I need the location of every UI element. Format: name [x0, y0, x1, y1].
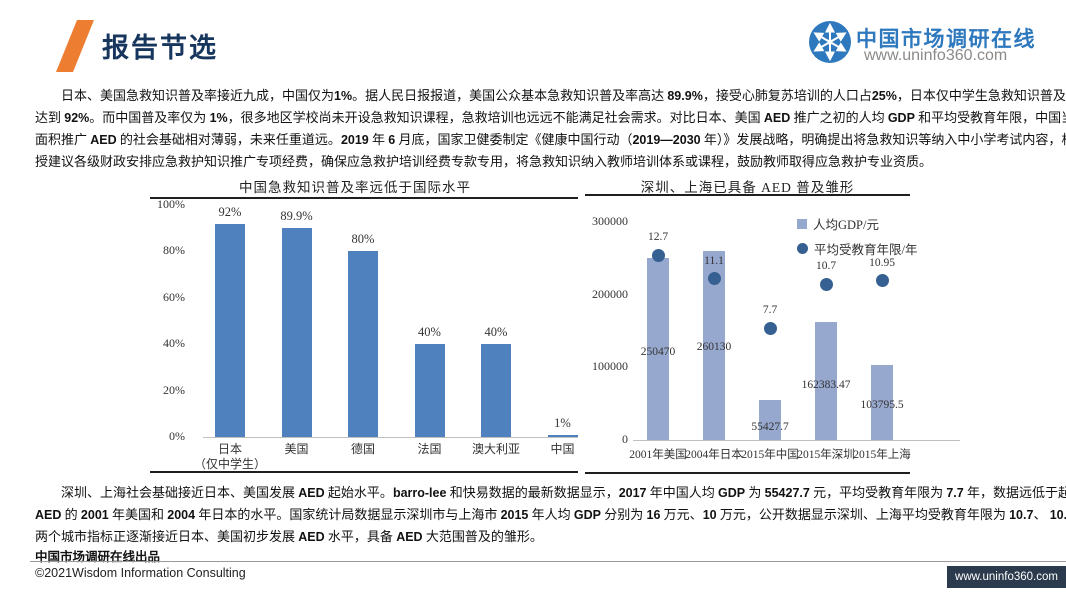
x-category-label: 2015年中国 — [741, 449, 799, 461]
scatter-dot-2004年日本 — [707, 272, 721, 286]
x-category-label: 澳大利亚 — [471, 442, 520, 456]
bar-value-label: 103795.5 — [860, 399, 904, 411]
page-title: 报告节选 — [102, 33, 218, 63]
analysis-paragraph: 深圳、上海社会基础接近日本、美国发展 AED 起始水平。barro-lee 和快… — [35, 482, 1066, 548]
bar-2015年中国 — [759, 399, 781, 440]
scatter-dot-2015年深圳 — [819, 277, 833, 291]
bar-2015年深圳 — [815, 322, 837, 440]
bar-法国 — [414, 344, 445, 437]
scatter-dot-2001年美国 — [651, 248, 665, 262]
chart-first-aid-awareness: 中国急救知识普及率远低于国际水平 100% 80% 60% 40% 20% 0% 92% 日本 … — [100, 178, 590, 478]
bar-value-label: 80% — [351, 232, 375, 247]
text-line: 面积推广 AED 的社会基础相对薄弱，未来任重道远。2019 年 6 月底，国家… — [35, 132, 1066, 147]
text-line: 达到 92%。而中国普及率仅为 1%，很多地区学校尚未开设急救知识课程，急救培训… — [35, 110, 1066, 125]
chart-bottom-border — [585, 472, 910, 474]
bar-value-label: 40% — [484, 325, 508, 340]
legend-square-marker — [797, 218, 807, 229]
text-line: AED 的 2001 年美国和 2004 年日本的水平。国家统计局数据显示深圳市… — [35, 507, 1066, 522]
y-tick-label: 100000 — [592, 359, 628, 374]
y-tick-label: 200000 — [592, 286, 628, 301]
y-tick-label: 80% — [163, 243, 185, 258]
y-tick-label: 40% — [163, 336, 185, 351]
footer-divider — [30, 561, 1066, 562]
x-category-label: 法国 — [417, 442, 442, 456]
bar-value-label: 92% — [218, 204, 242, 219]
brand-url: www.uninfo360.com — [864, 47, 1008, 64]
brand-name: 中国市场调研在线 — [856, 28, 1036, 51]
x-category-label: 德国 — [350, 442, 375, 456]
dot-value-label: 7.7 — [762, 304, 778, 317]
chart-title: 中国急救知识普及率远低于国际水平 — [239, 180, 471, 195]
y-tick-label: 60% — [163, 289, 185, 304]
dot-value-label: 10.7 — [815, 260, 837, 273]
text-line: 授建议各级财政安排应急救护知识推广专项经费，确保应急救护培训经费专款专用，将急救… — [35, 154, 933, 169]
bar-中国 — [547, 434, 578, 437]
legend-label: 平均受教育年限/年 — [814, 243, 918, 257]
y-tick-label: 0% — [169, 429, 185, 443]
chart-aed-readiness: 深圳、上海已具备 AED 普及雏形 300000 200000 100000 0 2504… — [585, 178, 1015, 478]
bar-value-label: 55427.7 — [751, 421, 789, 433]
dot-value-label: 12.7 — [647, 231, 669, 244]
x-category-label: 2015年上海 — [853, 449, 911, 461]
bar-2001年美国 — [647, 257, 669, 440]
slash-icon — [56, 20, 94, 72]
bar-value-label: 89.9% — [280, 209, 313, 224]
chart-title: 深圳、上海已具备 AED 普及雏形 — [640, 180, 855, 195]
intro-paragraph: 日本、美国急救知识普及率接近九成，中国仅为1%。据人民日报报道，美国公众基本急救… — [35, 85, 1066, 173]
bar-value-label: 40% — [418, 325, 441, 340]
bar-value-label: 260130 — [696, 341, 732, 353]
footer-site-badge[interactable]: www.uninfo360.com — [947, 566, 1066, 588]
y-tick-label: 0 — [622, 432, 628, 446]
dot-value-label: 11.1 — [704, 254, 724, 267]
legend-label: 人均GDP/元 — [813, 218, 879, 232]
x-category-label: 中国 — [550, 442, 575, 456]
legend-item-gdp: 人均GDP/元 — [797, 214, 879, 233]
chart-top-border — [585, 194, 910, 196]
text-line: 日本、美国急救知识普及率接近九成，中国仅为1%。据人民日报报道，美国公众基本急救… — [35, 88, 1066, 103]
bar-澳大利亚 — [481, 344, 511, 437]
brand-link[interactable]: 中国市场调研在线 www.uninfo360.com — [804, 14, 1054, 68]
dot-value-label: 10.95 — [869, 256, 895, 269]
y-tick-label: 20% — [163, 382, 185, 397]
bar-日本 — [215, 223, 245, 437]
x-category-label: 2015年深圳 — [797, 449, 855, 461]
x-axis-line — [633, 440, 960, 441]
legend-item-education: 平均受教育年限/年 — [797, 239, 917, 258]
bar-value-label: 162383.47 — [801, 379, 851, 391]
bar-value-label: 1% — [554, 415, 571, 430]
bar-value-label: 250470 — [640, 346, 676, 358]
chart-bottom-border — [150, 471, 578, 473]
footer-copyright: ©2021Wisdom Information Consulting — [35, 566, 246, 580]
text-line: 深圳、上海社会基础接近日本、美国发展 AED 起始水平。barro-lee 和快… — [35, 485, 1066, 500]
x-category-label: 2004年日本 — [685, 449, 743, 461]
bar-2015年上海 — [871, 364, 893, 440]
bar-德国 — [348, 251, 378, 437]
scatter-dot-2015年中国 — [763, 321, 777, 335]
scatter-dot-2015年上海 — [875, 274, 889, 288]
x-axis-line — [203, 437, 578, 438]
x-category-label: 美国 — [284, 442, 309, 456]
bar-美国 — [281, 228, 312, 437]
legend-circle-marker — [797, 243, 808, 254]
footer-produced-by: 中国市场调研在线出品 — [35, 550, 161, 564]
y-tick-label: 300000 — [592, 214, 628, 228]
bar-2004年日本 — [703, 250, 725, 440]
x-category-label: 2001年美国 — [629, 449, 687, 461]
text-line: 两个城市指标正逐渐接近日本、美国初步发展 AED 水平，具备 AED 大范围普及… — [35, 529, 543, 544]
chart-top-border — [150, 197, 578, 199]
y-tick-label: 100% — [157, 197, 185, 211]
compass-logo-icon — [809, 21, 851, 63]
x-category-label: 日本 （仅中学生） — [193, 442, 266, 471]
